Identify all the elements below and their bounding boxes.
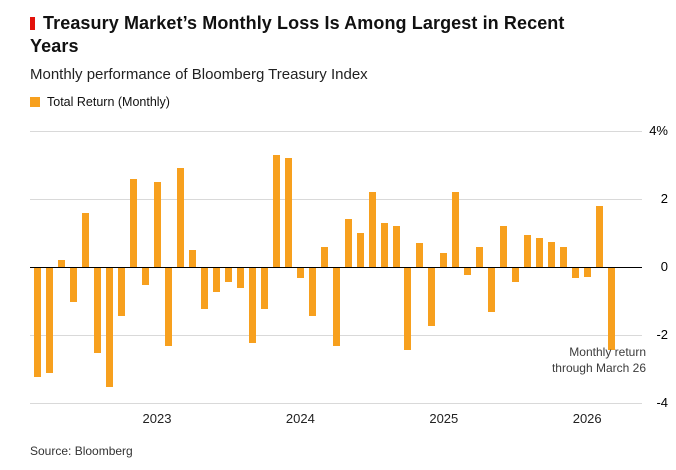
bar-2022-12: [141, 268, 149, 286]
bar-2023-07: [225, 268, 233, 282]
bar-2023-10: [261, 268, 269, 309]
gridline: [30, 403, 642, 405]
bar-2025-12: [571, 268, 579, 279]
gridline: [30, 131, 642, 133]
bar-2023-08: [237, 268, 245, 289]
bar-2024-10: [404, 268, 412, 350]
bar-2024-12: [428, 268, 436, 326]
bar-2025-01: [440, 253, 448, 268]
x-axis-year-label: 2023: [142, 411, 172, 427]
bar-2023-06: [213, 268, 221, 292]
bar-2022-03: [34, 268, 41, 377]
y-axis-label: 2: [660, 191, 668, 207]
bar-2024-04: [332, 268, 340, 347]
bar-2026-01: [583, 268, 591, 277]
x-axis-year-label: 2026: [572, 411, 602, 427]
bar-2025-08: [523, 234, 531, 268]
bar-2022-05: [57, 260, 65, 268]
bar-2023-02: [165, 268, 173, 347]
bar-2025-11: [559, 246, 567, 268]
chart-title-text: Treasury Market’s Monthly Loss Is Among …: [30, 13, 565, 57]
bar-2026-02: [595, 205, 603, 268]
bar-2025-09: [535, 238, 543, 268]
bar-2023-09: [249, 268, 257, 343]
y-axis-label: 4%: [649, 123, 668, 139]
chart-header: Treasury Market’s Monthly Loss Is Among …: [0, 0, 676, 109]
source-note: Source: Bloomberg: [30, 444, 133, 458]
bar-2022-06: [69, 268, 77, 303]
chart-annotation: Monthly return through March 26: [552, 345, 646, 376]
bar-2023-01: [153, 182, 161, 268]
bar-2024-02: [308, 268, 316, 316]
bar-2023-12: [284, 158, 292, 268]
bar-2023-05: [201, 268, 209, 309]
bar-2024-09: [392, 226, 400, 268]
bar-2025-06: [500, 226, 508, 268]
bar-2026-03: [607, 268, 615, 350]
bar-2025-10: [547, 241, 555, 268]
legend-label: Total Return (Monthly): [47, 95, 170, 110]
chart-subtitle: Monthly performance of Bloomberg Treasur…: [30, 66, 368, 84]
gridline: [30, 199, 642, 201]
y-axis-label: -2: [656, 327, 668, 343]
plot-area: Monthly return through March 26 4% 2 0 -2 -4…: [30, 123, 668, 426]
x-axis-year-label: 2024: [285, 411, 315, 427]
bar-2022-08: [93, 268, 101, 354]
bar-2025-07: [512, 268, 519, 282]
bar-2024-07: [368, 192, 376, 268]
bar-2024-08: [380, 222, 388, 268]
bar-2022-04: [45, 268, 53, 374]
legend-swatch-icon: [30, 97, 40, 108]
bar-2024-06: [356, 233, 364, 268]
y-axis-label: -4: [656, 395, 668, 411]
bar-2022-09: [105, 268, 113, 388]
bar-2025-03: [464, 268, 472, 275]
bar-2023-03: [177, 168, 185, 268]
bar-2025-04: [476, 246, 484, 268]
red-accent-mark: [30, 17, 35, 30]
bar-2022-07: [81, 212, 89, 268]
bar-2024-03: [320, 246, 328, 268]
y-axis-label: 0: [660, 259, 668, 275]
zero-baseline: [30, 267, 642, 269]
x-axis-year-label: 2025: [429, 411, 459, 427]
annotation-line-2: through March 26: [551, 360, 646, 375]
bar-2022-11: [129, 178, 137, 268]
bar-2024-01: [296, 268, 304, 279]
chart-title: Treasury Market’s Monthly Loss Is Among …: [30, 12, 590, 58]
bar-2023-04: [189, 250, 197, 268]
bar-2025-02: [452, 192, 460, 268]
bar-2022-10: [117, 268, 125, 316]
bar-2025-05: [488, 268, 496, 313]
bar-2023-11: [273, 154, 280, 268]
bar-2024-11: [416, 243, 424, 268]
annotation-line-1: Monthly return: [569, 345, 646, 360]
bar-2024-05: [344, 219, 352, 268]
legend: Total Return (Monthly): [30, 95, 646, 109]
